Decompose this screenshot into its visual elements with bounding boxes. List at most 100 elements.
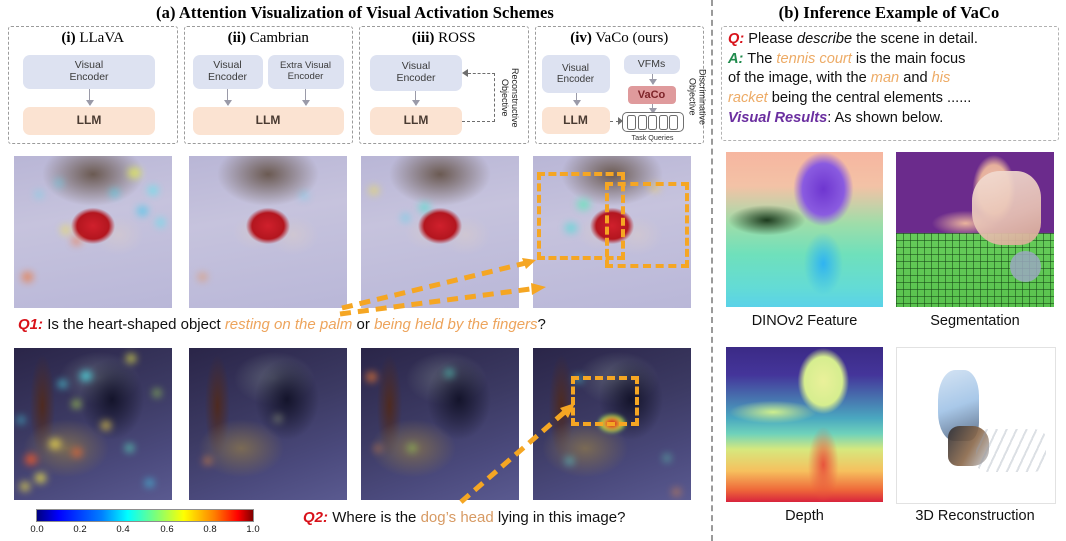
attention-image-vaco-row1 (533, 156, 691, 308)
dinov2-caption: DINOv2 Feature (751, 313, 858, 329)
scheme-ross-name: ROSS (438, 30, 476, 46)
heart-scene (189, 156, 347, 308)
heart-scene (361, 156, 519, 308)
qa-a2-0: of the image, with the (728, 70, 871, 87)
query-token (637, 114, 647, 130)
attention-blob (58, 379, 68, 388)
question-1-seg-1: resting on the palm (224, 316, 353, 333)
llm-to-queries-path (609, 121, 619, 122)
attention-blob (124, 443, 134, 452)
query-token (669, 114, 678, 130)
attention-blob (21, 271, 33, 282)
arrow-encoder-to-llm (86, 89, 94, 106)
attention-blob (148, 186, 159, 196)
panel-a-title: (a) Attention Visualization of Visual Ac… (156, 3, 554, 22)
reconstruction-caption: 3D Reconstruction (915, 508, 1035, 524)
recon-legs (947, 425, 989, 466)
attention-blob (408, 443, 417, 452)
attention-image-llava-row1 (14, 156, 172, 308)
node-visual-encoder-label: Visual Encoder (69, 59, 109, 83)
qa-a3-1: being the central elements ...... (767, 89, 972, 106)
attention-blob (34, 472, 46, 483)
node-llm-label: LLM (563, 112, 588, 127)
scheme-cambrian-title: (ii) Cambrian (228, 30, 309, 47)
reconstruction-image (896, 347, 1056, 504)
scheme-llava-index: (i) (61, 30, 76, 46)
scheme-llava-name: LLaVA (79, 30, 125, 46)
scheme-cambrian-name: Cambrian (249, 30, 309, 46)
node-vfms: VFMs (623, 55, 680, 74)
scheme-ross-index: (iii) (411, 30, 435, 46)
attention-blob (137, 206, 149, 217)
attention-blob (198, 273, 208, 282)
question-2-caption: Q2: Where is the dog’s head lying in thi… (303, 509, 625, 526)
attention-blob (365, 372, 377, 383)
recon-scatter (976, 428, 1046, 472)
scheme-diagrams: (i) LLaVA Visual Encoder LLM (ii) Cambri… (8, 26, 708, 144)
attention-region-box (571, 376, 639, 426)
node-llm: LLM (370, 107, 462, 135)
attention-blob (299, 192, 308, 200)
arrow-extra-encoder-to-llm (301, 89, 310, 106)
qa-answer-line-3: racket being the central elements ...... (728, 89, 1053, 109)
scheme-ross: (iii) ROSS Visual Encoder LLM Reconstruc… (359, 26, 529, 144)
scheme-vaco: (iv) VaCo (ours) Visual Encoder LLM VFMs… (534, 26, 708, 144)
attention-blob (577, 198, 591, 210)
attention-blob (48, 439, 61, 450)
node-llm-label: LLM (76, 113, 102, 128)
attention-blob (72, 399, 82, 408)
attention-blob (662, 454, 671, 463)
qa-visual-results-tag: Visual Results (728, 109, 828, 126)
node-visual-encoder: Visual Encoder (23, 55, 155, 89)
attention-blob (127, 168, 141, 179)
depth-caption: Depth (785, 508, 824, 524)
attention-image-llava-row2 (14, 348, 172, 500)
qa-a1-0: The (743, 50, 777, 67)
attention-blob (100, 420, 111, 430)
colorbar-tick: 1.0 (246, 524, 260, 535)
depth-map (726, 347, 883, 502)
colorbar-tick: 0.4 (116, 524, 130, 535)
scheme-vaco-name: VaCo (ours) (595, 30, 669, 46)
racket-shape (1009, 251, 1042, 283)
feedback-path-vertical (494, 73, 495, 122)
qa-a2-1: man (870, 70, 900, 87)
attention-blob (34, 190, 43, 198)
attention-image-cambrian-row2 (189, 348, 347, 500)
feedback-arrowhead-icon (462, 69, 468, 77)
dog-scene (14, 348, 172, 500)
segmentation-map (896, 152, 1054, 307)
arrow-vfms-to-vaco (648, 74, 657, 85)
attention-blob (153, 389, 162, 398)
colorbar-tick: 0.6 (160, 524, 174, 535)
task-queries-group (621, 112, 684, 132)
inference-qa-box: Q: Please describe the scene in detail. … (721, 26, 1059, 141)
scheme-cambrian-index: (ii) (227, 30, 246, 46)
attention-blob (55, 178, 64, 187)
query-token (648, 114, 657, 130)
scheme-llava: (i) LLaVA Visual Encoder LLM (8, 26, 178, 144)
attention-blob (419, 203, 431, 213)
arrow-encoder-to-llm (223, 89, 232, 106)
node-visual-encoder-label: Visual Encoder (556, 62, 595, 85)
dinov2-feature-image (726, 152, 883, 307)
attention-image-ross-row1 (361, 156, 519, 308)
attention-blob (156, 218, 166, 228)
dog-scene (189, 348, 347, 500)
node-llm-label: LLM (403, 113, 429, 128)
node-llm: LLM (541, 107, 610, 134)
attention-blob (444, 369, 454, 378)
node-visual-encoder-label: Visual Encoder (396, 60, 436, 84)
ross-objective-label: Reconstructive Objective (499, 68, 520, 128)
vaco-objective-label: Discriminative Objective (687, 68, 708, 125)
scheme-cambrian: (ii) Cambrian Visual Encoder Extra Visua… (183, 26, 353, 144)
attention-blob (145, 478, 155, 487)
node-visual-encoder: Visual Encoder (192, 55, 263, 89)
scheme-vaco-index: (iv) (570, 30, 592, 46)
row1-pointer-arrows (339, 258, 546, 317)
attention-blob (564, 457, 574, 466)
attention-blob (20, 481, 31, 491)
panel-b-title: (b) Inference Example of VaCo (778, 3, 1000, 22)
qa-visual-results-line: Visual Results: As shown below. (728, 109, 1053, 129)
